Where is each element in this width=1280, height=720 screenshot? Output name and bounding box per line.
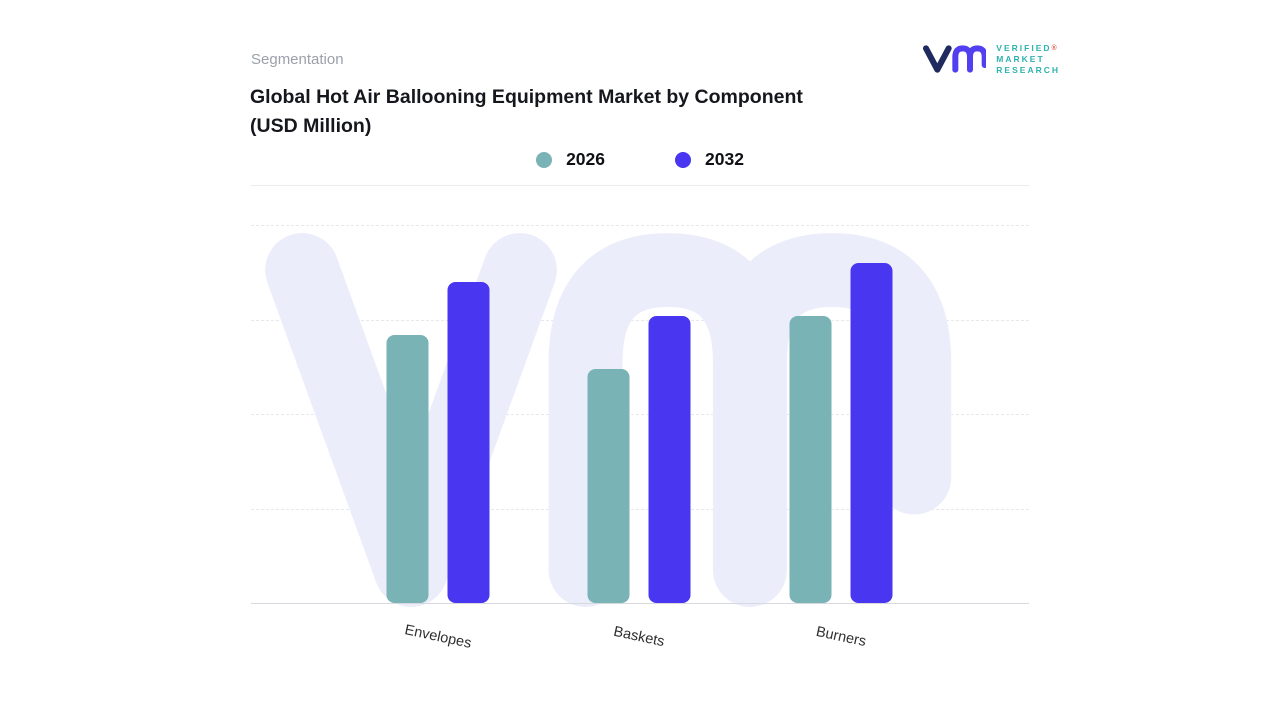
bar-baskets-2032 xyxy=(648,315,691,603)
legend-swatch-2026 xyxy=(536,151,553,168)
legend-item-2032: 2032 xyxy=(675,149,744,170)
vmr-logo-text-line3: RESEARCH xyxy=(996,64,1060,75)
x-axis-line xyxy=(251,603,1029,604)
segmentation-eyebrow: Segmentation xyxy=(251,51,344,68)
vmr-logo: VERIFIED® MARKET RESEARCH xyxy=(922,38,1060,80)
bar-burners-2032 xyxy=(850,262,893,603)
bar-group-burners xyxy=(789,225,893,603)
registered-mark: ® xyxy=(1051,44,1057,52)
vmr-logo-mark-icon xyxy=(922,38,987,80)
chart-title-line2: (USD Million) xyxy=(250,115,372,137)
category-label-envelopes: Envelopes xyxy=(403,622,474,652)
chart-title-line1: Global Hot Air Ballooning Equipment Mark… xyxy=(250,86,803,108)
bar-baskets-2026 xyxy=(587,368,630,603)
category-label-baskets: Baskets xyxy=(612,623,667,651)
vmr-logo-text-line1: VERIFIED xyxy=(996,42,1052,53)
chart-legend: 2026 2032 xyxy=(251,149,1029,170)
plot-area: Envelopes Baskets Burners xyxy=(251,225,1029,652)
legend-label-2026: 2026 xyxy=(566,149,605,169)
legend-item-2026: 2026 xyxy=(536,149,605,170)
chart-title: Global Hot Air Ballooning Equipment Mark… xyxy=(250,83,970,141)
bar-group-baskets xyxy=(587,225,691,603)
bar-burners-2026 xyxy=(789,315,832,603)
legend-swatch-2032 xyxy=(675,151,691,168)
gridline xyxy=(251,225,1029,226)
vmr-logo-text: VERIFIED® MARKET RESEARCH xyxy=(996,43,1060,76)
bar-envelopes-2032 xyxy=(447,281,490,603)
bar-envelopes-2026 xyxy=(386,334,429,603)
header-divider xyxy=(251,185,1029,186)
bar-group-envelopes xyxy=(386,225,490,603)
category-label-burners: Burners xyxy=(814,623,868,651)
vmr-logo-text-line2: MARKET xyxy=(996,53,1045,64)
legend-label-2032: 2032 xyxy=(705,149,744,169)
